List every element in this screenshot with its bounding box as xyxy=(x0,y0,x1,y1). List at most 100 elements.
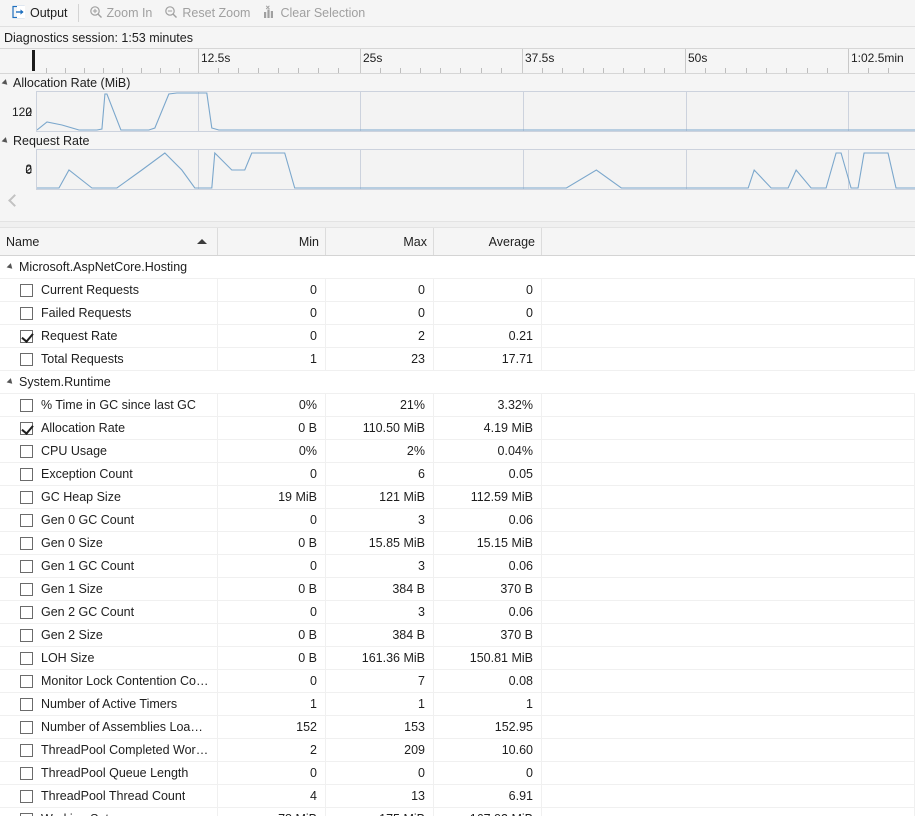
counter-name-cell[interactable]: Number of Active Timers xyxy=(0,692,218,716)
counter-name-cell[interactable]: Allocation Rate xyxy=(0,416,218,440)
zoom-in-button[interactable]: Zoom In xyxy=(83,2,159,24)
counter-checkbox[interactable] xyxy=(20,812,33,816)
counter-name-cell[interactable]: Number of Assemblies Loaded xyxy=(0,715,218,739)
timeline-playhead[interactable] xyxy=(32,50,35,71)
column-header-average[interactable]: Average xyxy=(434,228,542,255)
chart-allocation-rate-header[interactable]: Allocation Rate (MiB) xyxy=(0,74,915,91)
counter-name-cell[interactable]: Gen 1 GC Count xyxy=(0,554,218,578)
request-rate-series xyxy=(37,150,915,189)
counter-checkbox[interactable] xyxy=(20,697,33,711)
counter-group-row[interactable]: Microsoft.AspNetCore.Hosting xyxy=(0,256,915,279)
counter-checkbox[interactable] xyxy=(20,352,33,366)
counter-checkbox[interactable] xyxy=(20,605,33,619)
table-row[interactable]: Number of Assemblies Loaded 152 153 152.95 xyxy=(0,715,915,739)
table-row[interactable]: Failed Requests 0 0 0 xyxy=(0,301,915,325)
counter-checkbox[interactable] xyxy=(20,329,33,343)
column-header-name[interactable]: Name xyxy=(0,228,218,255)
counter-checkbox[interactable] xyxy=(20,398,33,412)
counter-checkbox[interactable] xyxy=(20,536,33,550)
ruler-minor-tick xyxy=(278,68,279,73)
counter-name-cell[interactable]: GC Heap Size xyxy=(0,485,218,509)
timeline-ruler[interactable]: 12.5s 25s 37.5s 50s 1:02.5min xyxy=(0,49,915,74)
counter-checkbox[interactable] xyxy=(20,444,33,458)
reset-zoom-button[interactable]: Reset Zoom xyxy=(158,2,256,24)
counter-checkbox[interactable] xyxy=(20,283,33,297)
chevron-left-icon[interactable] xyxy=(8,193,21,207)
table-row[interactable]: Gen 0 GC Count 0 3 0.06 xyxy=(0,508,915,532)
counter-checkbox[interactable] xyxy=(20,559,33,573)
output-button[interactable]: Output xyxy=(6,2,74,24)
counter-min-cell: 19 MiB xyxy=(218,485,326,509)
counter-min-cell: 78 MiB xyxy=(218,807,326,816)
counter-checkbox[interactable] xyxy=(20,467,33,481)
expand-triangle-icon[interactable] xyxy=(6,378,15,386)
counter-name-cell[interactable]: Request Rate xyxy=(0,324,218,348)
counter-name-cell[interactable]: Working Set xyxy=(0,807,218,816)
counter-checkbox[interactable] xyxy=(20,720,33,734)
table-row[interactable]: Allocation Rate 0 B 110.50 MiB 4.19 MiB xyxy=(0,416,915,440)
table-row[interactable]: Gen 1 Size 0 B 384 B 370 B xyxy=(0,577,915,601)
table-row[interactable]: ThreadPool Queue Length 0 0 0 xyxy=(0,761,915,785)
counter-name-cell[interactable]: ThreadPool Thread Count xyxy=(0,784,218,808)
request-rate-plot[interactable] xyxy=(36,149,915,190)
counter-checkbox[interactable] xyxy=(20,513,33,527)
counter-group-row[interactable]: System.Runtime xyxy=(0,371,915,394)
table-row[interactable]: ThreadPool Completed Work... 2 209 10.60 xyxy=(0,738,915,762)
counter-checkbox[interactable] xyxy=(20,582,33,596)
counter-max-cell: 0 xyxy=(326,278,434,302)
counter-name-cell[interactable]: Gen 2 GC Count xyxy=(0,600,218,624)
table-row[interactable]: Request Rate 0 2 0.21 xyxy=(0,324,915,348)
counter-name-cell[interactable]: LOH Size xyxy=(0,646,218,670)
table-row[interactable]: CPU Usage 0% 2% 0.04% xyxy=(0,439,915,463)
table-row[interactable]: Working Set 78 MiB175 MiB167.92 MiB xyxy=(0,807,915,816)
counter-name-cell[interactable]: Gen 0 Size xyxy=(0,531,218,555)
column-header-max[interactable]: Max xyxy=(326,228,434,255)
counter-name-cell[interactable]: % Time in GC since last GC xyxy=(0,393,218,417)
counter-checkbox[interactable] xyxy=(20,306,33,320)
chart-request-rate-header[interactable]: Request Rate xyxy=(0,132,915,149)
counter-checkbox[interactable] xyxy=(20,766,33,780)
counter-checkbox[interactable] xyxy=(20,674,33,688)
counter-name-cell[interactable]: Gen 2 Size xyxy=(0,623,218,647)
counter-name-cell[interactable]: Total Requests xyxy=(0,347,218,371)
table-row[interactable]: Current Requests 0 0 0 xyxy=(0,278,915,302)
axis-max-label: 122 xyxy=(11,105,32,119)
counter-checkbox[interactable] xyxy=(20,628,33,642)
counter-checkbox[interactable] xyxy=(20,421,33,435)
counter-checkbox[interactable] xyxy=(20,651,33,665)
clear-selection-button[interactable]: Clear Selection xyxy=(256,2,371,24)
counter-name-cell[interactable]: ThreadPool Completed Work... xyxy=(0,738,218,762)
column-header-min[interactable]: Min xyxy=(218,228,326,255)
table-row[interactable]: % Time in GC since last GC 0% 21% 3.32% xyxy=(0,393,915,417)
counter-name-cell[interactable]: ThreadPool Queue Length xyxy=(0,761,218,785)
panel-splitter[interactable] xyxy=(0,221,915,228)
table-row[interactable]: Monitor Lock Contention Count 0 7 0.08 xyxy=(0,669,915,693)
counter-name-cell[interactable]: Exception Count xyxy=(0,462,218,486)
counter-name-label: Gen 0 GC Count xyxy=(41,513,135,527)
table-row[interactable]: Gen 2 Size 0 B 384 B 370 B xyxy=(0,623,915,647)
table-row[interactable]: Gen 0 Size 0 B 15.85 MiB 15.15 MiB xyxy=(0,531,915,555)
table-row[interactable]: Gen 1 GC Count 0 3 0.06 xyxy=(0,554,915,578)
allocation-rate-plot[interactable] xyxy=(36,91,915,132)
table-row[interactable]: Gen 2 GC Count 0 3 0.06 xyxy=(0,600,915,624)
table-row[interactable]: Exception Count 0 6 0.05 xyxy=(0,462,915,486)
table-row[interactable]: Total Requests 1 23 17.71 xyxy=(0,347,915,371)
table-row[interactable]: LOH Size 0 B 161.36 MiB 150.81 MiB xyxy=(0,646,915,670)
counter-name-cell[interactable]: CPU Usage xyxy=(0,439,218,463)
table-row[interactable]: GC Heap Size 19 MiB 121 MiB 112.59 MiB xyxy=(0,485,915,509)
counter-name-cell[interactable]: Monitor Lock Contention Count xyxy=(0,669,218,693)
table-row[interactable]: Number of Active Timers 1 1 1 xyxy=(0,692,915,716)
counter-name-cell[interactable]: Gen 0 GC Count xyxy=(0,508,218,532)
expand-triangle-icon[interactable] xyxy=(6,263,15,271)
counter-name-label: Working Set xyxy=(41,812,109,816)
graph-collapse-row[interactable] xyxy=(0,190,915,210)
table-row[interactable]: ThreadPool Thread Count 4 13 6.91 xyxy=(0,784,915,808)
graph-area: 12.5s 25s 37.5s 50s 1:02.5min Allocation… xyxy=(0,49,915,221)
counter-average-cell: 152.95 xyxy=(434,715,542,739)
counter-checkbox[interactable] xyxy=(20,743,33,757)
counter-checkbox[interactable] xyxy=(20,490,33,504)
counter-name-cell[interactable]: Current Requests xyxy=(0,278,218,302)
counter-checkbox[interactable] xyxy=(20,789,33,803)
counter-name-cell[interactable]: Failed Requests xyxy=(0,301,218,325)
counter-name-cell[interactable]: Gen 1 Size xyxy=(0,577,218,601)
